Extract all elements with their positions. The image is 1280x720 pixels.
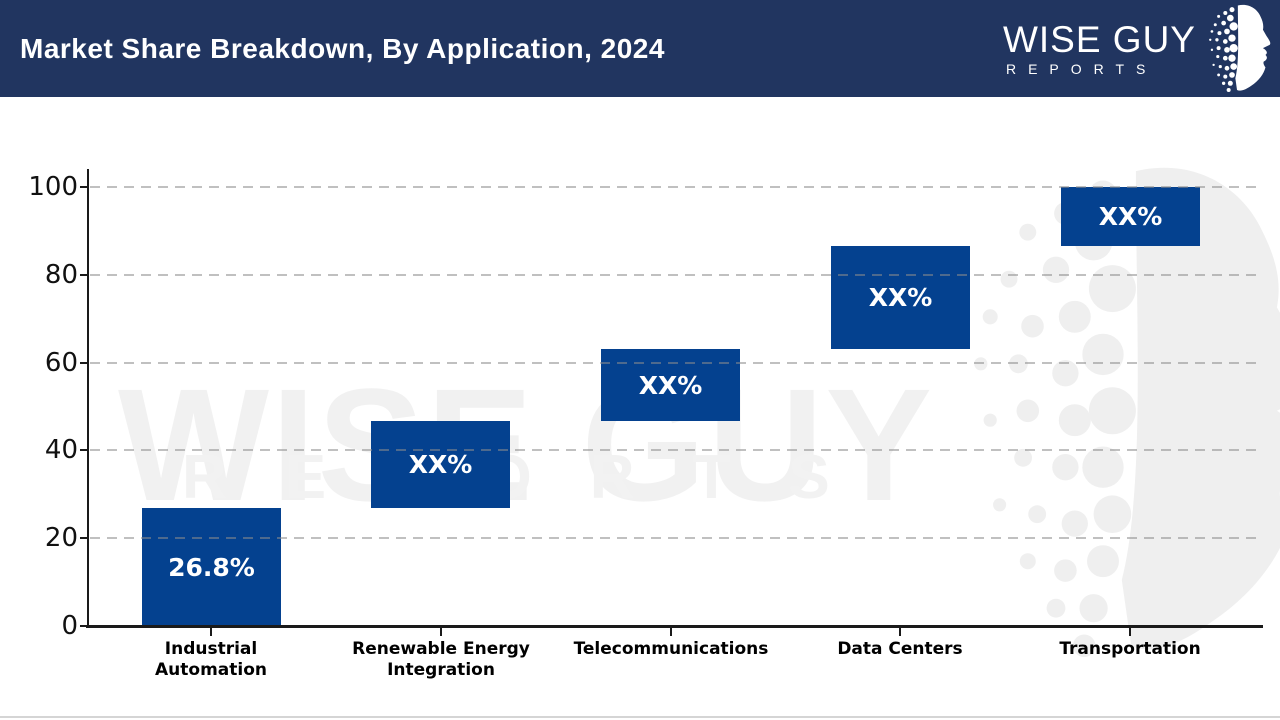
y-axis-line bbox=[87, 169, 89, 628]
waterfall-bar: XX% bbox=[371, 421, 510, 508]
watermark-subtitle: REPORTS bbox=[182, 443, 888, 512]
bar-value-label: XX% bbox=[408, 450, 473, 479]
logo-wordmark: WISE GUY bbox=[1002, 19, 1196, 60]
y-axis-label: 0 bbox=[61, 611, 78, 641]
y-axis-label: 60 bbox=[44, 348, 78, 378]
y-axis-label: 100 bbox=[28, 172, 78, 202]
x-axis-category-label: Renewable Energy Integration bbox=[352, 639, 530, 681]
y-axis-label: 20 bbox=[44, 523, 78, 553]
watermark-wordmark: WISE GUY bbox=[118, 355, 935, 534]
wiseguy-logo-text: WISE GUY REPORTS bbox=[1003, 21, 1196, 76]
y-tick bbox=[80, 449, 88, 451]
y-tick bbox=[80, 274, 88, 276]
waterfall-bar: XX% bbox=[831, 246, 970, 349]
bar-value-label: XX% bbox=[868, 283, 933, 312]
bar-value-label: 26.8% bbox=[168, 552, 255, 582]
x-axis-category-label: Data Centers bbox=[837, 639, 963, 659]
bar-value-label: XX% bbox=[1098, 202, 1163, 231]
x-tick bbox=[899, 628, 901, 636]
x-tick bbox=[670, 628, 672, 636]
page-title: Market Share Breakdown, By Application, … bbox=[20, 32, 665, 64]
gridline bbox=[90, 186, 1263, 188]
x-axis-category-label: Industrial Automation bbox=[155, 639, 267, 681]
gridline bbox=[90, 537, 1263, 539]
header-bar: Market Share Breakdown, By Application, … bbox=[0, 0, 1280, 97]
y-tick bbox=[80, 537, 88, 539]
bar-value-label: XX% bbox=[638, 370, 703, 400]
x-axis-line bbox=[86, 625, 1263, 628]
x-axis-category-label: Transportation bbox=[1059, 639, 1201, 659]
wiseguy-logo: WISE GUY REPORTS bbox=[1003, 0, 1276, 97]
gridline bbox=[90, 274, 1263, 276]
wiseguy-face-icon bbox=[1209, 4, 1271, 92]
y-axis-label: 40 bbox=[44, 435, 78, 465]
gridline bbox=[90, 449, 1263, 451]
logo-subtitle: REPORTS bbox=[1005, 61, 1158, 77]
x-tick bbox=[1129, 628, 1131, 636]
footer-divider bbox=[0, 716, 1280, 718]
x-tick bbox=[440, 628, 442, 636]
chart-canvas: WISE GUY REPORTS 0 20 40 60 80 100 26.8% Indust… bbox=[0, 97, 1280, 720]
waterfall-bar: XX% bbox=[601, 349, 740, 421]
x-axis-category-label: Telecommunications bbox=[573, 639, 769, 659]
y-tick bbox=[80, 362, 88, 364]
y-axis-label: 80 bbox=[44, 260, 78, 290]
y-tick bbox=[80, 186, 88, 188]
waterfall-bar: XX% bbox=[1061, 187, 1200, 246]
gridline bbox=[90, 362, 1263, 364]
waterfall-bar: 26.8% bbox=[142, 508, 281, 626]
x-tick bbox=[210, 628, 212, 636]
y-tick bbox=[80, 625, 88, 627]
